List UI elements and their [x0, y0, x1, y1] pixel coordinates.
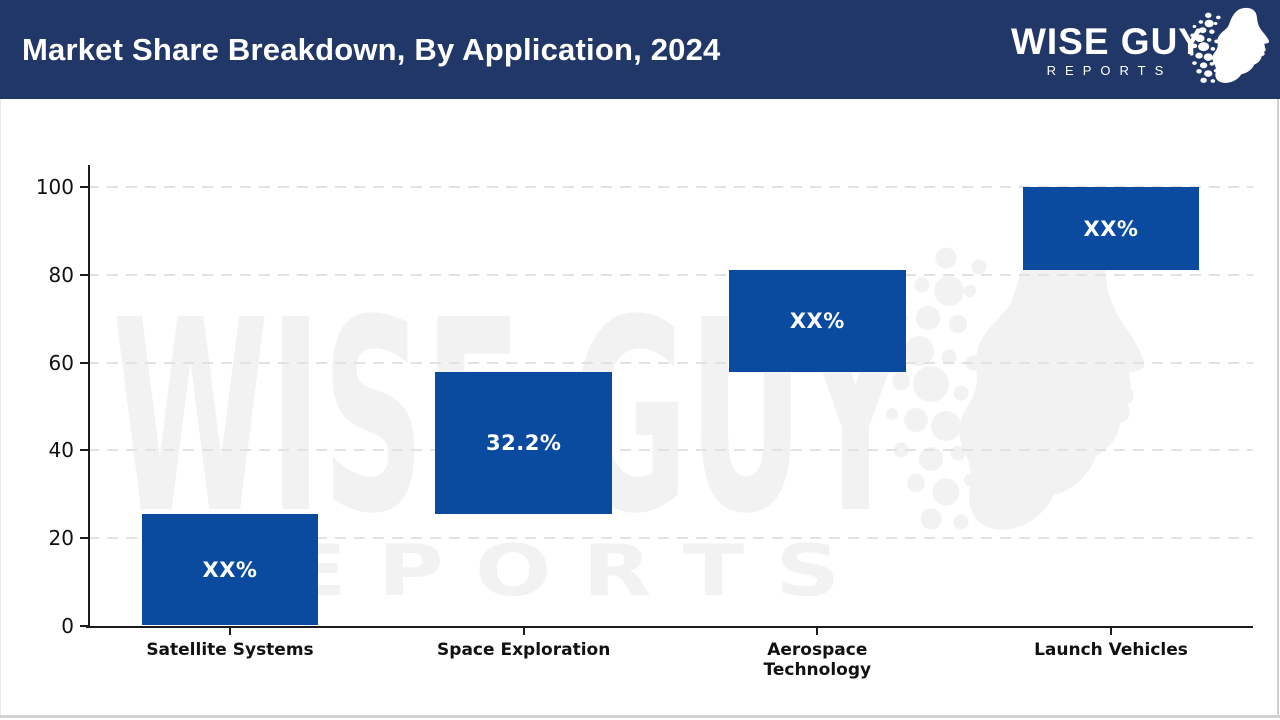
y-axis-tick-label: 20: [48, 525, 74, 550]
brand-logo-text: WISE GUY REPORTS: [1011, 23, 1204, 78]
y-gridline: [88, 186, 1253, 189]
y-axis-tick: [80, 186, 88, 189]
left-border: [0, 99, 1, 715]
y-axis-line: [88, 165, 90, 627]
y-axis-tick-label: 100: [35, 175, 74, 200]
y-gridline: [88, 273, 1253, 276]
y-axis-tick: [80, 624, 88, 627]
bar-value-label: XX%: [202, 557, 258, 582]
bottom-border: [0, 715, 1280, 718]
chart-area: WISE GUY R E P O R T S 0 20 40 60 80 100 XX% 32…: [0, 99, 1280, 717]
bar-segment-4: XX%: [1022, 187, 1200, 271]
y-axis-tick: [80, 273, 88, 276]
y-axis-tick: [80, 449, 88, 452]
x-axis-line: [86, 625, 1253, 628]
bar-segment-1: XX%: [141, 513, 319, 626]
bar-value-label: 32.2%: [486, 430, 562, 455]
x-axis-tick: [816, 627, 819, 635]
bar-value-label: XX%: [1083, 216, 1139, 241]
y-axis-tick-label: 60: [48, 350, 74, 375]
bar-segment-2: 32.2%: [435, 371, 612, 514]
brand-logo: WISE GUY REPORTS: [1011, 4, 1280, 96]
x-axis-category-label: Aerospace Technology: [763, 639, 872, 680]
x-axis-tick: [229, 627, 231, 635]
y-axis-tick-label: 40: [48, 438, 74, 463]
brand-subname: REPORTS: [1046, 62, 1173, 78]
y-gridline: [88, 536, 1253, 539]
y-axis-tick: [80, 536, 88, 539]
y-axis-tick: [80, 361, 88, 364]
page-title: Market Share Breakdown, By Application, …: [22, 31, 721, 67]
brand-name: WISE GUY: [1010, 20, 1204, 62]
x-axis-category-label: Launch Vehicles: [1034, 639, 1188, 660]
right-border: [1277, 99, 1279, 716]
header-bar: Market Share Breakdown, By Application, …: [0, 0, 1280, 99]
y-gridline: [88, 449, 1253, 452]
y-axis-tick-label: 80: [48, 262, 74, 287]
x-axis-category-label: Satellite Systems: [146, 639, 314, 660]
plot: 0 20 40 60 80 100 XX% 32.2% XX% XX% Satellite Syst…: [0, 99, 1280, 717]
x-axis-tick: [1110, 627, 1112, 635]
x-axis-tick: [522, 627, 525, 635]
y-gridline: [88, 361, 1253, 364]
y-axis-tick-label: 0: [61, 613, 74, 638]
bar-segment-3: XX%: [729, 270, 906, 372]
x-axis-category-label: Space Exploration: [437, 639, 611, 660]
bar-value-label: XX%: [789, 308, 845, 333]
